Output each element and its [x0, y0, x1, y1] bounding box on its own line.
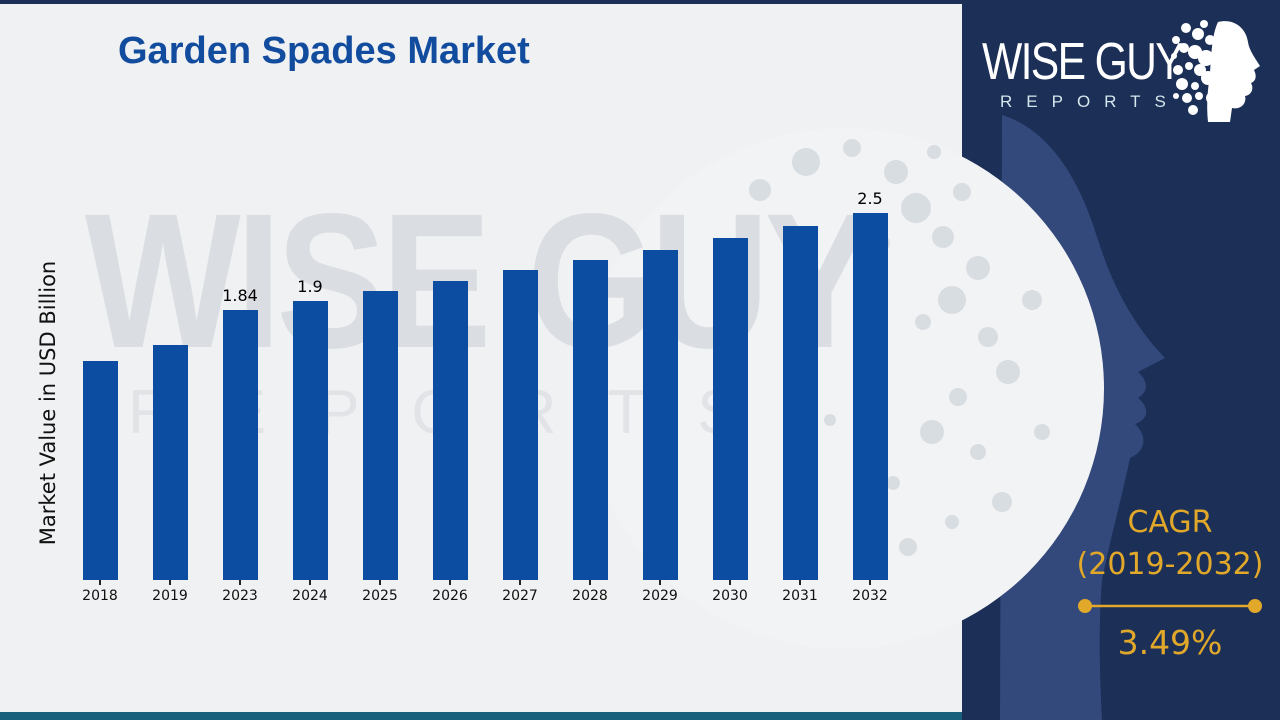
x-tick-label-2026: 2026 — [432, 588, 468, 604]
brand-logo-subtitle: REPORTS — [1000, 92, 1180, 111]
x-tick-label-2029: 2029 — [642, 588, 678, 604]
bar-2026 — [432, 281, 468, 580]
bar-2027 — [502, 270, 538, 580]
bar-2024 — [292, 301, 328, 580]
bar-2031 — [782, 226, 818, 580]
bar-2018 — [82, 361, 118, 580]
x-axis-tick-2031 — [799, 580, 801, 585]
bar-value-label-2023: 1.84 — [222, 286, 258, 305]
bar-2019 — [152, 345, 188, 580]
x-tick-label-2028: 2028 — [572, 588, 608, 604]
x-tick-label-2031: 2031 — [782, 588, 818, 604]
x-axis-tick-2028 — [589, 580, 591, 585]
x-axis-tick-2026 — [449, 580, 451, 585]
x-axis-tick-2025 — [379, 580, 381, 585]
x-tick-label-2018: 2018 — [82, 588, 118, 604]
bar-value-label-2024: 1.9 — [297, 277, 323, 296]
bar-2030 — [712, 238, 748, 580]
x-axis-tick-2024 — [309, 580, 311, 585]
cagr-divider-line — [1078, 599, 1262, 613]
x-tick-label-2019: 2019 — [152, 588, 188, 604]
x-axis-tick-2018 — [99, 580, 101, 585]
cagr-block: CAGR (2019-2032) 3.49% — [1060, 505, 1280, 662]
x-axis-tick-2029 — [659, 580, 661, 585]
x-axis-tick-2023 — [239, 580, 241, 585]
chart-title: Garden Spades Market — [118, 30, 530, 72]
brand-face-icon — [1171, 20, 1260, 122]
x-tick-label-2025: 2025 — [362, 588, 398, 604]
brand-logo-wordmark: WISE GUY — [982, 33, 1184, 91]
bar-value-label-2032: 2.5 — [857, 189, 883, 208]
cagr-range: (2019-2032) — [1076, 547, 1264, 582]
bottom-teal-strip — [0, 712, 962, 720]
cagr-value: 3.49% — [1117, 623, 1223, 662]
top-accent-strip — [0, 0, 1280, 4]
x-tick-label-2030: 2030 — [712, 588, 748, 604]
bar-2028 — [572, 260, 608, 580]
bar-2029 — [642, 250, 678, 580]
x-axis-tick-2032 — [869, 580, 871, 585]
cagr-heading: CAGR — [1127, 505, 1213, 540]
x-axis-tick-2030 — [729, 580, 731, 585]
bar-2023 — [222, 310, 258, 580]
x-axis-tick-2027 — [519, 580, 521, 585]
x-tick-label-2027: 2027 — [502, 588, 538, 604]
x-tick-label-2032: 2032 — [852, 588, 888, 604]
bar-2025 — [362, 291, 398, 580]
x-axis-tick-2019 — [169, 580, 171, 585]
x-tick-label-2023: 2023 — [222, 588, 258, 604]
x-tick-label-2024: 2024 — [292, 588, 328, 604]
bar-2032 — [852, 213, 888, 580]
